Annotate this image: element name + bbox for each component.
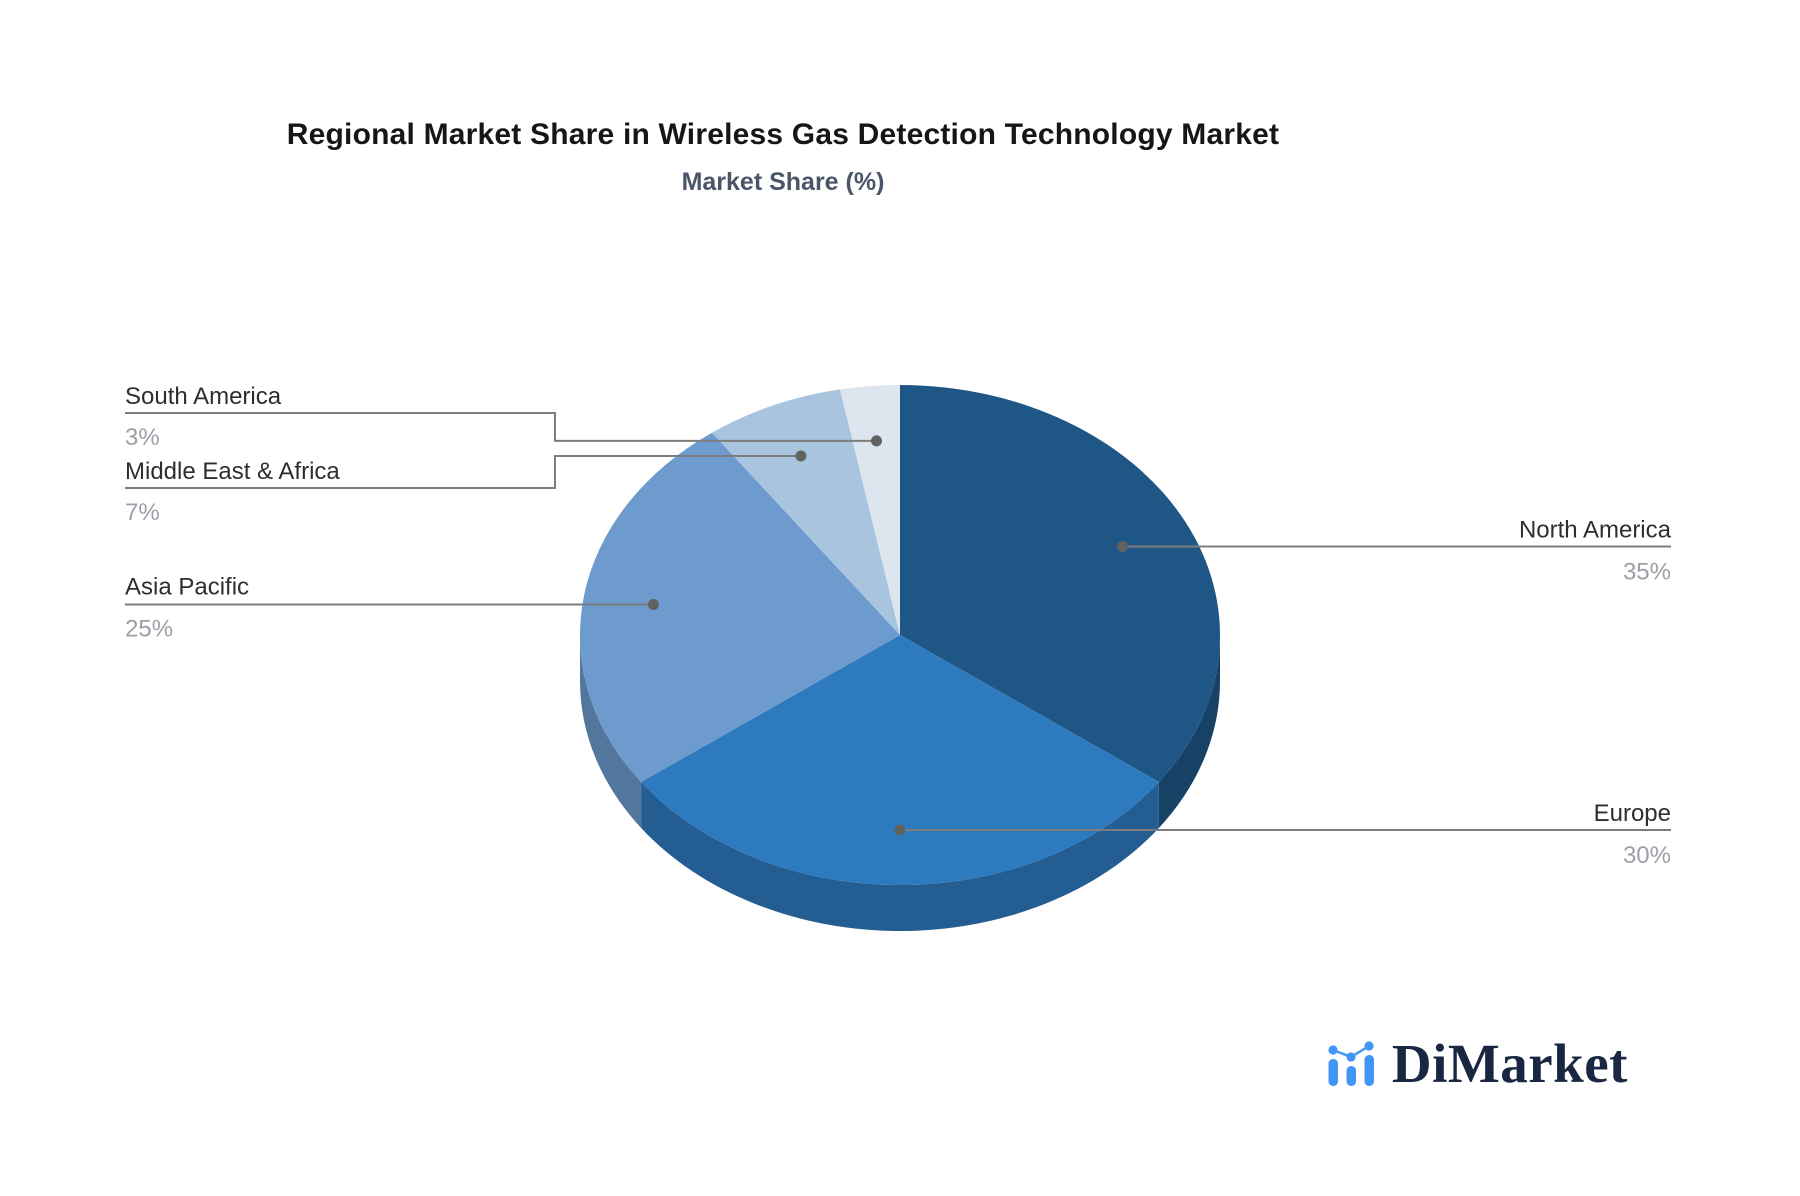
marker-dot-europe bbox=[894, 824, 906, 836]
logo: DiMarket bbox=[1327, 1032, 1628, 1094]
chart-title: Regional Market Share in Wireless Gas De… bbox=[286, 118, 1280, 151]
pie-slice-middle-east-africa[interactable] bbox=[711, 389, 900, 635]
pie-wall-north-america bbox=[1158, 635, 1220, 828]
slice-label-middle-east-africa: Middle East & Africa bbox=[125, 458, 340, 485]
slice-label-asia-pacific: Asia Pacific bbox=[125, 573, 249, 600]
pie-wall-asia-pacific bbox=[580, 635, 642, 828]
marker-dot-middle-east-africa bbox=[795, 450, 807, 462]
logo-bar-chart-icon bbox=[1328, 1041, 1374, 1086]
logo-dot-middle bbox=[1346, 1052, 1356, 1062]
logo-text: DiMarket bbox=[1391, 1032, 1628, 1094]
slice-value-south-america: 3% bbox=[125, 424, 160, 451]
slice-value-asia-pacific: 25% bbox=[125, 615, 173, 642]
slice-value-middle-east-africa: 7% bbox=[125, 499, 160, 526]
pie-slice-north-america[interactable] bbox=[900, 385, 1220, 782]
pie-wall-europe bbox=[641, 781, 1159, 931]
logo-dot-left bbox=[1328, 1045, 1338, 1055]
slice-value-europe: 30% bbox=[1623, 842, 1671, 869]
leader-line-south-america bbox=[125, 412, 877, 442]
marker-dot-south-america bbox=[871, 435, 883, 447]
slice-label-europe: Europe bbox=[1594, 800, 1671, 827]
pie-slice-south-america[interactable] bbox=[840, 385, 900, 635]
pie-slice-asia-pacific[interactable] bbox=[580, 432, 900, 782]
slice-label-south-america: South America bbox=[125, 383, 282, 410]
logo-bar-middle bbox=[1346, 1066, 1356, 1086]
slice-label-north-america: North America bbox=[1519, 516, 1672, 543]
slice-value-north-america: 35% bbox=[1623, 558, 1671, 585]
marker-dot-north-america bbox=[1116, 540, 1128, 552]
marker-dot-asia-pacific bbox=[647, 598, 659, 610]
pie-slice-europe[interactable] bbox=[641, 635, 1159, 885]
leader-line-middle-east-africa bbox=[125, 455, 801, 489]
chart-subtitle: Market Share (%) bbox=[681, 168, 885, 196]
logo-bar-right bbox=[1364, 1055, 1374, 1086]
logo-dot-right bbox=[1364, 1041, 1374, 1051]
logo-bar-left bbox=[1328, 1059, 1338, 1086]
